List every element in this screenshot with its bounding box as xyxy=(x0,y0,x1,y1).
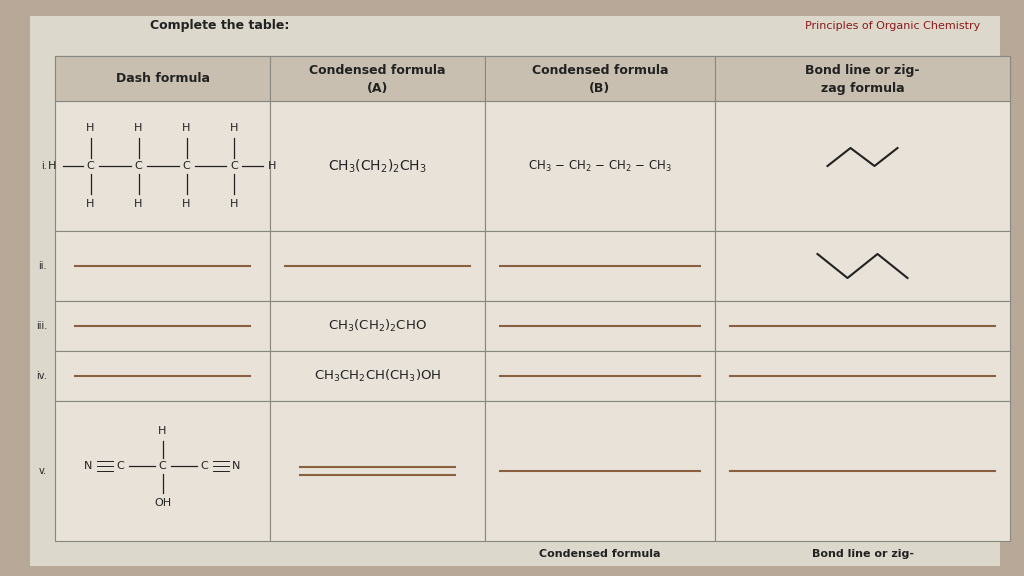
Bar xyxy=(55,401,270,541)
Text: iv.: iv. xyxy=(36,371,47,381)
Bar xyxy=(270,231,485,301)
Text: Condensed formula: Condensed formula xyxy=(309,64,445,77)
Bar xyxy=(485,231,715,301)
Text: Condensed formula: Condensed formula xyxy=(531,64,669,77)
Text: H: H xyxy=(86,199,94,209)
Bar xyxy=(55,56,270,101)
Text: CH$_3$(CH$_2$)$_2$CHO: CH$_3$(CH$_2$)$_2$CHO xyxy=(328,318,427,334)
Text: H: H xyxy=(86,123,94,133)
Text: v.: v. xyxy=(39,466,47,476)
Bar xyxy=(270,56,485,101)
Bar xyxy=(485,56,715,101)
Bar xyxy=(55,231,270,301)
Bar xyxy=(270,351,485,401)
Text: Condensed formula: Condensed formula xyxy=(540,549,660,559)
Text: C: C xyxy=(134,161,142,171)
Text: Bond line or zig-: Bond line or zig- xyxy=(811,549,913,559)
Bar xyxy=(715,351,1010,401)
Bar xyxy=(55,351,270,401)
Text: CH$_3$(CH$_2$)$_2$CH$_3$: CH$_3$(CH$_2$)$_2$CH$_3$ xyxy=(328,157,427,175)
Text: C: C xyxy=(182,161,190,171)
Bar xyxy=(715,101,1010,231)
Bar xyxy=(270,101,485,231)
Text: C: C xyxy=(117,461,124,471)
Bar xyxy=(485,101,715,231)
Text: Bond line or zig-: Bond line or zig- xyxy=(805,64,920,77)
Bar xyxy=(715,301,1010,351)
Text: Complete the table:: Complete the table: xyxy=(150,20,290,32)
Bar xyxy=(270,401,485,541)
Text: Principles of Organic Chemistry: Principles of Organic Chemistry xyxy=(805,21,980,31)
Text: C: C xyxy=(230,161,239,171)
Text: H: H xyxy=(230,199,239,209)
Bar xyxy=(270,301,485,351)
Bar xyxy=(270,56,485,101)
Text: CH$_3$ $-$ CH$_2$ $-$ CH$_2$ $-$ CH$_3$: CH$_3$ $-$ CH$_2$ $-$ CH$_2$ $-$ CH$_3$ xyxy=(528,158,672,173)
Text: (B): (B) xyxy=(590,82,610,95)
Text: C: C xyxy=(87,161,94,171)
Text: ii.: ii. xyxy=(39,261,47,271)
Text: H: H xyxy=(268,161,276,171)
Bar xyxy=(715,56,1010,101)
Text: H: H xyxy=(159,426,167,436)
Text: C: C xyxy=(159,461,166,471)
Text: (A): (A) xyxy=(367,82,388,95)
Bar xyxy=(715,56,1010,101)
Text: i.: i. xyxy=(41,161,47,171)
Text: C: C xyxy=(201,461,208,471)
Bar xyxy=(485,301,715,351)
Bar xyxy=(55,56,270,101)
Bar xyxy=(715,231,1010,301)
Text: H: H xyxy=(182,199,190,209)
Bar xyxy=(55,301,270,351)
Text: CH$_3$CH$_2$CH(CH$_3$)OH: CH$_3$CH$_2$CH(CH$_3$)OH xyxy=(313,368,441,384)
Text: iii.: iii. xyxy=(36,321,47,331)
Bar xyxy=(485,56,715,101)
Text: H: H xyxy=(48,161,56,171)
Bar xyxy=(55,101,270,231)
Text: zag formula: zag formula xyxy=(820,82,904,95)
Text: H: H xyxy=(182,123,190,133)
Text: Dash formula: Dash formula xyxy=(116,72,210,85)
Text: N: N xyxy=(84,461,93,471)
Text: H: H xyxy=(134,123,142,133)
Text: H: H xyxy=(134,199,142,209)
Text: N: N xyxy=(232,461,241,471)
FancyBboxPatch shape xyxy=(30,16,1000,566)
Text: H: H xyxy=(230,123,239,133)
Text: OH: OH xyxy=(154,498,171,508)
Bar xyxy=(485,351,715,401)
Bar xyxy=(715,401,1010,541)
Bar xyxy=(485,401,715,541)
